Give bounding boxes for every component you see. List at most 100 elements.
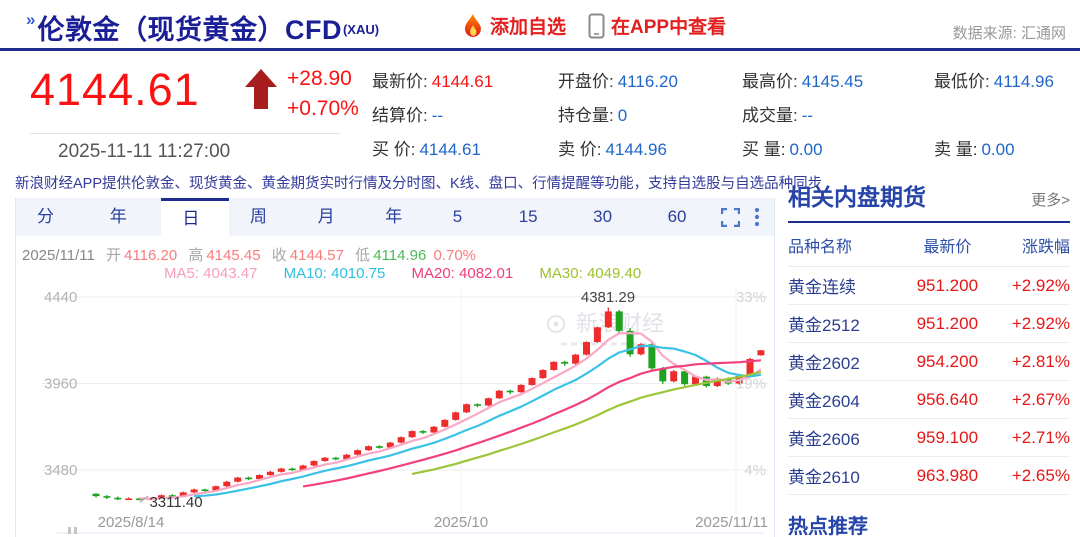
pct-value: 0.70% <box>433 247 477 264</box>
ma30-legend: MA30: 4049.40 <box>539 265 642 282</box>
futures-row[interactable]: 黄金连续 951.200 +2.92% <box>788 267 1070 305</box>
futures-row[interactable]: 黄金2512 951.200 +2.92% <box>788 305 1070 343</box>
quote-stat: 持仓量: 0 <box>558 105 628 125</box>
add-watchlist-label: 添加自选 <box>490 17 567 38</box>
chart-toolbar <box>721 198 774 236</box>
tab-日K[interactable]: 日K <box>161 198 229 263</box>
high-value: 4145.45 <box>206 247 261 264</box>
col-price: 最新价 <box>923 239 972 256</box>
quote-stat: 最低价: 4114.96 <box>934 71 1054 91</box>
ma10-legend: MA10: 4010.75 <box>283 265 386 282</box>
futures-row[interactable]: 黄金2610 963.980 +2.65% <box>788 457 1070 495</box>
header-actions: 添加自选 在APP中查看 <box>462 12 726 39</box>
high-label: 高 <box>188 247 204 264</box>
header: » 伦敦金（现货黄金）CFD (XAU) 添加自选 在APP中查看 <box>0 0 1080 51</box>
quote-stat: 最高价: 4145.45 <box>742 71 864 91</box>
open-label: 开 <box>106 247 122 264</box>
phone-icon <box>588 13 605 38</box>
sidebar-title-row: 相关内盘期货 更多> <box>788 178 1070 223</box>
candlestick-chart[interactable]: 新浪财经44403960348033%19%4%2025/8/142025/10… <box>16 236 774 537</box>
svg-text:4381.29: 4381.29 <box>581 289 635 306</box>
sname: 黄金2606 <box>788 430 860 449</box>
ohlc-date: 2025/11/11 <box>22 247 95 264</box>
quote-stat: 卖 价: 4144.96 <box>558 139 667 159</box>
svg-text:2025/11/11: 2025/11/11 <box>695 514 768 531</box>
svg-text:19%: 19% <box>736 376 766 393</box>
schg: +2.65% <box>1011 465 1070 485</box>
sidebar-title: 相关内盘期货 <box>788 184 926 210</box>
schg: +2.71% <box>1011 427 1070 447</box>
page-title: 伦敦金（现货黄金）CFD <box>37 15 342 45</box>
svg-text:3480: 3480 <box>44 462 77 479</box>
tab-年线[interactable]: 年线 <box>109 207 127 264</box>
price-up-arrow-icon <box>243 68 279 115</box>
price-change: +28.90 <box>287 67 352 90</box>
tab-周K[interactable]: 周K <box>250 207 267 264</box>
low-label: 低 <box>355 247 371 264</box>
more-link[interactable]: 更多> <box>1031 192 1070 209</box>
quote-stat: 结算价: -- <box>372 105 444 125</box>
data-source: 数据来源: 汇通网 <box>952 25 1066 42</box>
page-title-group: » 伦敦金（现货黄金）CFD (XAU) <box>26 8 379 47</box>
quote-time: 2025-11-11 11:27:00 <box>58 141 231 162</box>
svg-text:2025/10: 2025/10 <box>434 514 488 531</box>
price-change-pct: +0.70% <box>287 97 359 120</box>
chart-tabbar: 分时年线日K 周K 月K 年K 5分 15分 30分 60分 <box>16 198 774 264</box>
sprice: 951.200 <box>916 275 979 295</box>
view-in-app-button[interactable]: 在APP中查看 <box>588 12 726 39</box>
tab-分时[interactable]: 分时 <box>37 207 54 264</box>
svg-text:4%: 4% <box>744 462 766 479</box>
schg: +2.92% <box>1011 313 1070 333</box>
svg-text:33%: 33% <box>736 289 766 306</box>
ma5-legend: MA5: 4043.47 <box>164 265 258 282</box>
tab-60分[interactable]: 60分 <box>667 207 687 264</box>
hot-recommend-title: 热点推荐 <box>788 516 868 537</box>
schg: +2.81% <box>1011 351 1070 371</box>
fullscreen-icon[interactable] <box>721 207 740 227</box>
quote-stat: 成交量: -- <box>742 105 814 125</box>
tab-年K[interactable]: 年K <box>385 207 403 264</box>
open-value: 4116.20 <box>124 247 178 264</box>
sprice: 959.100 <box>916 427 979 447</box>
sname: 黄金2602 <box>788 354 860 373</box>
futures-row[interactable]: 黄金2604 956.640 +2.67% <box>788 381 1070 419</box>
col-name: 品种名称 <box>788 239 853 256</box>
tab-5分[interactable]: 5分 <box>452 207 470 264</box>
ma20-legend: MA20: 4082.01 <box>411 265 514 282</box>
sname: 黄金连续 <box>788 278 856 297</box>
tab-15分[interactable]: 15分 <box>518 207 538 264</box>
sprice: 956.640 <box>916 389 979 409</box>
schg: +2.67% <box>1011 389 1070 409</box>
schg: +2.92% <box>1011 275 1070 295</box>
futures-table-header: 品种名称 最新价 涨跌幅 <box>788 223 1070 267</box>
chart-tabs: 分时年线日K 周K 月K 年K 5分 15分 30分 60分 <box>16 198 721 264</box>
related-futures-sidebar: 相关内盘期货 更多> 品种名称 最新价 涨跌幅 黄金连续 951.200 +2.92… <box>788 178 1070 537</box>
more-options-kebab-icon[interactable] <box>754 207 760 227</box>
flame-icon <box>464 13 481 37</box>
add-watchlist-button[interactable]: 添加自选 <box>462 12 566 39</box>
last-price: 4144.61 <box>30 64 200 115</box>
low-value: 4114.96 <box>373 247 427 264</box>
quote-stat: 买 量: 0.00 <box>742 139 823 159</box>
view-in-app-label: 在APP中查看 <box>611 17 727 38</box>
sprice: 963.980 <box>916 465 979 485</box>
app-notice: 新浪财经APP提供伦敦金、现货黄金、黄金期货实时行情及分时图、K线、盘口、行情提… <box>15 176 823 192</box>
divider <box>30 133 340 134</box>
svg-text:3960: 3960 <box>44 376 77 393</box>
sname: 黄金2512 <box>788 316 860 335</box>
futures-row[interactable]: 黄金2606 959.100 +2.71% <box>788 419 1070 457</box>
svg-text:4440: 4440 <box>44 289 77 306</box>
tab-30分[interactable]: 30分 <box>593 207 613 264</box>
futures-row[interactable]: 黄金2602 954.200 +2.81% <box>788 343 1070 381</box>
svg-text:2025/8/14: 2025/8/14 <box>98 514 165 531</box>
tab-月K[interactable]: 月K <box>317 207 335 264</box>
col-change: 涨跌幅 <box>1021 239 1070 256</box>
futures-table-rows: 黄金连续 951.200 +2.92% 黄金2512 951.200 +2.92% 黄金26… <box>788 267 1070 495</box>
quote-stats-grid: 最新价: 4144.61 开盘价: 4116.20 最高价: 4145.45 最低价: 411… <box>372 62 1080 164</box>
ma-legend: MA5: 4043.47 MA10: 4010.75 MA20: 4082.01… <box>164 265 663 282</box>
double-chevron-icon: » <box>26 10 36 29</box>
close-value: 4144.57 <box>289 247 344 264</box>
